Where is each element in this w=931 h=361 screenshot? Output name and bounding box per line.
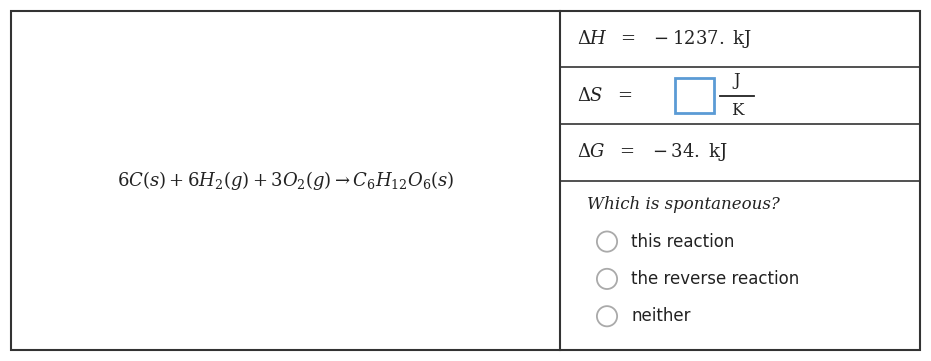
Text: this reaction: this reaction bbox=[631, 232, 735, 251]
Ellipse shape bbox=[597, 306, 617, 326]
Text: J: J bbox=[734, 72, 740, 89]
Ellipse shape bbox=[597, 231, 617, 252]
Text: Which is spontaneous?: Which is spontaneous? bbox=[587, 196, 779, 213]
Text: $\Delta G\ \ =\ \ -34.\ \mathrm{kJ}$: $\Delta G\ \ =\ \ -34.\ \mathrm{kJ}$ bbox=[577, 141, 728, 163]
Text: $\Delta S\ \ =$: $\Delta S\ \ =$ bbox=[577, 87, 632, 105]
FancyBboxPatch shape bbox=[675, 78, 713, 113]
Text: K: K bbox=[731, 102, 743, 119]
Text: $6C(s) + 6H_2(g) + 3O_2(g) \rightarrow C_6H_{12}O_6(s)$: $6C(s) + 6H_2(g) + 3O_2(g) \rightarrow C… bbox=[117, 169, 454, 192]
Text: neither: neither bbox=[631, 307, 691, 325]
Ellipse shape bbox=[597, 269, 617, 289]
Text: the reverse reaction: the reverse reaction bbox=[631, 270, 800, 288]
Text: $\Delta H\ \ =\ \ -1237.\ \mathrm{kJ}$: $\Delta H\ \ =\ \ -1237.\ \mathrm{kJ}$ bbox=[577, 28, 752, 50]
